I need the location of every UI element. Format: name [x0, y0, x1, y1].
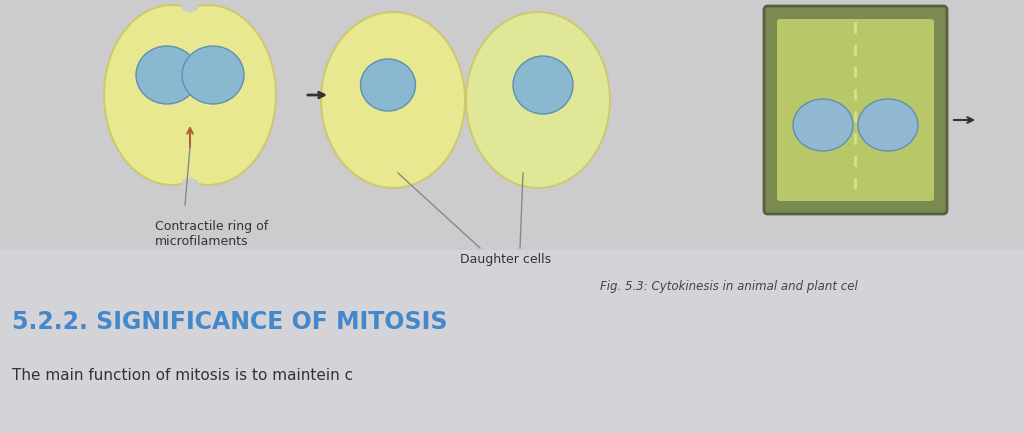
Ellipse shape: [144, 9, 272, 181]
Ellipse shape: [466, 12, 610, 188]
Bar: [0, 250, 1024, 433]
Text: 5.2.2. SIGNIFICANCE OF MITOSIS: 5.2.2. SIGNIFICANCE OF MITOSIS: [12, 310, 447, 334]
Text: Contractile ring of
microfilaments: Contractile ring of microfilaments: [155, 220, 268, 248]
Bar: [0, 0, 1024, 250]
FancyBboxPatch shape: [764, 6, 947, 214]
FancyBboxPatch shape: [777, 19, 934, 201]
Text: The main function of mitosis is to maintein c: The main function of mitosis is to maint…: [12, 368, 353, 383]
Ellipse shape: [108, 9, 236, 181]
Ellipse shape: [513, 56, 573, 114]
Ellipse shape: [858, 99, 918, 151]
Text: Daughter cells: Daughter cells: [460, 253, 551, 266]
Ellipse shape: [136, 46, 198, 104]
Text: Fig. 5.3: Cytokinesis in animal and plant cel: Fig. 5.3: Cytokinesis in animal and plan…: [600, 280, 858, 293]
Ellipse shape: [104, 5, 240, 185]
Ellipse shape: [321, 12, 465, 188]
Ellipse shape: [182, 46, 244, 104]
Bar: [182, 0, 198, 190]
Ellipse shape: [140, 5, 276, 185]
Ellipse shape: [793, 99, 853, 151]
Ellipse shape: [360, 59, 416, 111]
